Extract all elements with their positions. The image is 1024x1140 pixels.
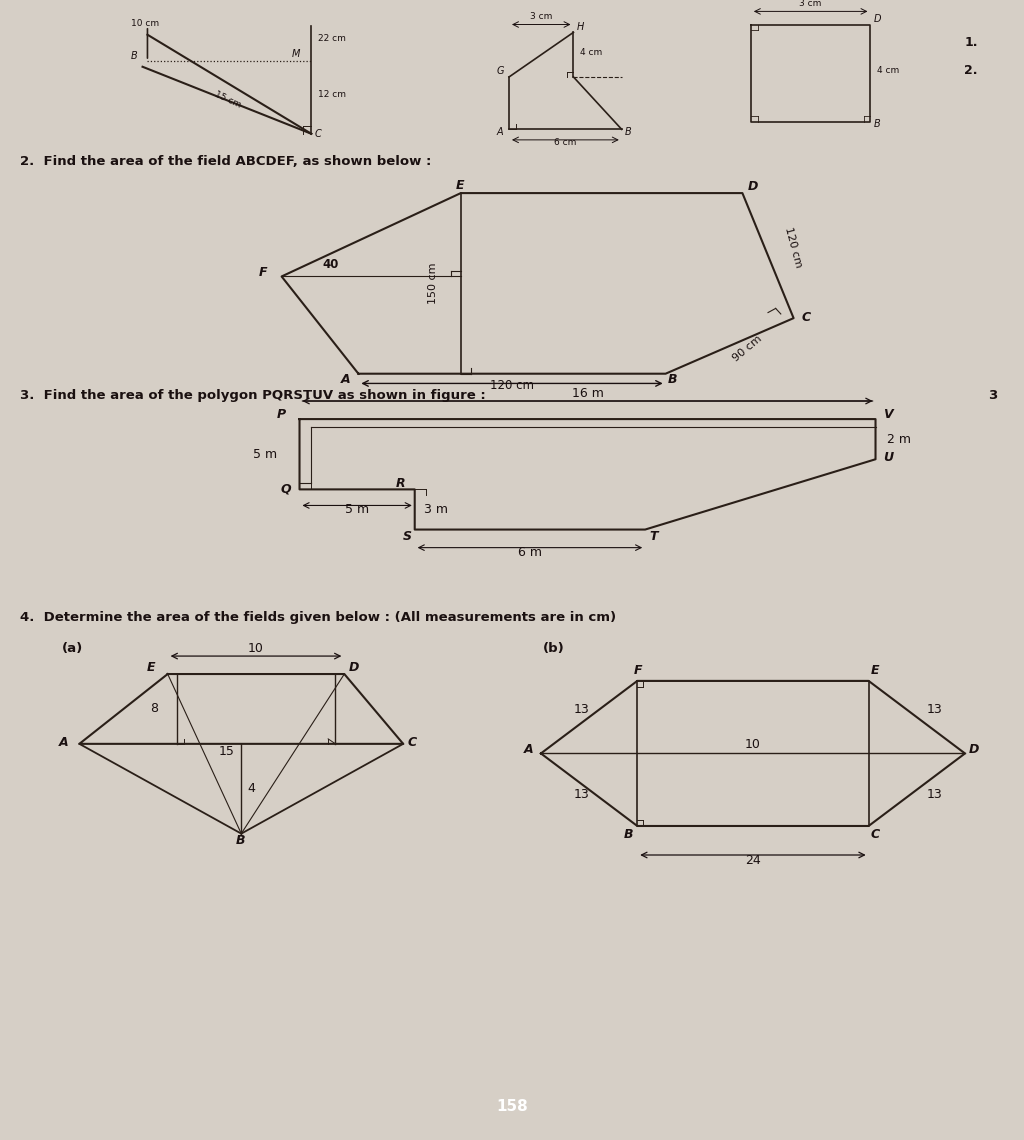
Text: D: D xyxy=(349,661,359,674)
Text: 10 cm: 10 cm xyxy=(131,19,159,29)
Text: 6 m: 6 m xyxy=(518,546,542,559)
Text: A: A xyxy=(523,743,534,757)
Text: C: C xyxy=(801,311,810,324)
Text: (b): (b) xyxy=(543,642,564,656)
Text: 120 cm: 120 cm xyxy=(783,226,804,269)
Text: 4 cm: 4 cm xyxy=(580,48,602,57)
Text: A: A xyxy=(497,127,503,137)
Text: 2 m: 2 m xyxy=(887,433,911,446)
Text: 10: 10 xyxy=(745,739,761,751)
Text: C: C xyxy=(314,129,322,139)
Text: E: E xyxy=(870,663,879,677)
Text: 90 cm: 90 cm xyxy=(731,334,764,364)
Text: 3: 3 xyxy=(988,389,997,402)
Text: 10: 10 xyxy=(248,642,264,656)
Text: 24: 24 xyxy=(745,854,761,868)
Text: B: B xyxy=(624,829,633,841)
Text: 12 cm: 12 cm xyxy=(317,90,346,99)
Text: G: G xyxy=(497,66,504,76)
Text: 3 cm: 3 cm xyxy=(530,13,552,22)
Text: 3 cm: 3 cm xyxy=(800,0,822,8)
Text: 3.  Find the area of the polygon PQRSTUV as shown in figure :: 3. Find the area of the polygon PQRSTUV … xyxy=(20,389,486,402)
Text: C: C xyxy=(870,829,880,841)
Text: U: U xyxy=(883,451,893,464)
Text: S: S xyxy=(403,530,413,543)
Text: 150 cm: 150 cm xyxy=(428,262,437,304)
Text: 120 cm: 120 cm xyxy=(490,378,534,392)
Text: B: B xyxy=(236,833,245,847)
Text: V: V xyxy=(883,408,893,421)
Text: D: D xyxy=(969,743,979,757)
Text: 40: 40 xyxy=(323,258,339,271)
Text: 15: 15 xyxy=(218,744,234,758)
Text: B: B xyxy=(625,127,632,137)
Text: 4: 4 xyxy=(247,782,255,796)
Text: A: A xyxy=(340,374,350,386)
Text: 13: 13 xyxy=(573,703,590,716)
Text: 2.  Find the area of the field ABCDEF, as shown below :: 2. Find the area of the field ABCDEF, as… xyxy=(20,155,432,169)
Text: 16 m: 16 m xyxy=(571,386,603,400)
Text: 13: 13 xyxy=(927,703,942,716)
Text: E: E xyxy=(456,179,464,192)
Text: B: B xyxy=(669,374,678,386)
Text: 3 m: 3 m xyxy=(424,503,449,516)
Text: 8: 8 xyxy=(151,702,158,716)
Text: 1.: 1. xyxy=(965,35,978,49)
Text: E: E xyxy=(147,661,156,674)
Text: A: A xyxy=(58,735,69,749)
Text: 158: 158 xyxy=(496,1099,528,1115)
Text: Q: Q xyxy=(281,482,291,496)
Text: B: B xyxy=(131,51,138,62)
Text: (a): (a) xyxy=(61,642,83,656)
Text: C: C xyxy=(408,735,417,749)
Text: B: B xyxy=(873,119,881,129)
Text: 6 cm: 6 cm xyxy=(554,138,577,147)
Text: F: F xyxy=(634,663,642,677)
Text: 4.  Determine the area of the fields given below : (All measurements are in cm): 4. Determine the area of the fields give… xyxy=(20,611,616,625)
Text: D: D xyxy=(748,180,758,194)
Text: 5 m: 5 m xyxy=(345,504,370,516)
Text: 2.: 2. xyxy=(965,64,978,78)
Text: R: R xyxy=(395,478,406,490)
Text: 15 cm: 15 cm xyxy=(213,90,243,109)
Text: D: D xyxy=(873,14,882,24)
Text: P: P xyxy=(276,408,286,421)
Text: M: M xyxy=(292,49,300,58)
Text: F: F xyxy=(258,267,267,279)
Text: H: H xyxy=(577,22,584,32)
Text: 5 m: 5 m xyxy=(254,448,278,461)
Text: 22 cm: 22 cm xyxy=(317,33,346,42)
Text: 13: 13 xyxy=(573,788,590,801)
Text: 4 cm: 4 cm xyxy=(878,66,899,75)
Text: 13: 13 xyxy=(927,788,942,801)
Text: T: T xyxy=(649,530,657,543)
